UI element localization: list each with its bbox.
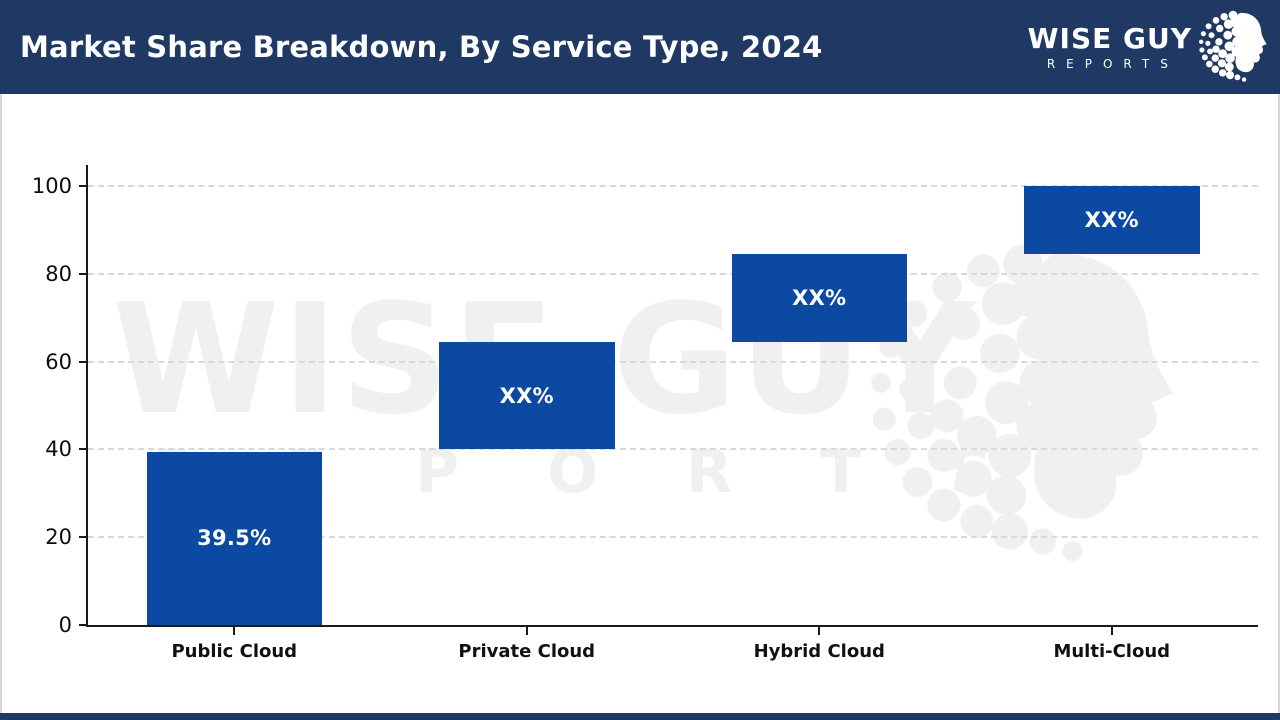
category-label: Hybrid Cloud — [753, 641, 885, 662]
bar-private-cloud: XX% — [439, 341, 615, 450]
gridline-100 — [88, 185, 1258, 187]
y-axis-tick-label: 0 — [58, 613, 72, 637]
wiseguy-face-icon — [1198, 10, 1267, 82]
gridline-20 — [88, 536, 1258, 539]
x-axis-line — [86, 625, 1258, 627]
gridline-60 — [88, 360, 1258, 363]
y-axis-tick-mark — [79, 185, 87, 187]
gridline-80 — [88, 272, 1258, 275]
y-axis-tick-label: 60 — [45, 349, 72, 374]
bar-value-label: XX% — [499, 383, 554, 408]
brand-logo: WISE GUY REPORTS — [1028, 0, 1270, 94]
y-axis-tick-label: 100 — [31, 174, 72, 198]
category-label: Multi-Cloud — [1053, 641, 1171, 662]
gridline-40 — [88, 448, 1258, 451]
y-axis-line — [86, 165, 88, 627]
y-axis-tick-label: 80 — [45, 261, 72, 286]
x-axis-tick-mark — [233, 627, 236, 635]
bar-public-cloud: 39.5% — [146, 451, 322, 625]
y-axis-tick-mark — [79, 448, 87, 451]
category-label: Public Cloud — [171, 641, 298, 662]
brand-subtitle: REPORTS — [1046, 56, 1179, 71]
y-axis-tick-label: 20 — [45, 525, 72, 550]
x-axis-tick-mark — [525, 627, 528, 635]
header-bar: Market Share Breakdown, By Service Type,… — [0, 0, 1280, 94]
bar-value-label: 39.5% — [197, 526, 272, 551]
footer-bar — [0, 713, 1280, 720]
bar-multi-cloud: XX% — [1024, 186, 1200, 255]
page-title: Market Share Breakdown, By Service Type,… — [20, 30, 823, 64]
bar-value-label: XX% — [1084, 208, 1139, 233]
y-axis-tick-label: 40 — [45, 437, 72, 462]
brand-logo-text: WISE GUY REPORTS — [1027, 21, 1192, 71]
x-axis-tick-mark — [1110, 627, 1113, 635]
bar-hybrid-cloud: XX% — [731, 254, 907, 342]
brand-name: WISE GUY — [1027, 21, 1192, 55]
y-axis-tick-mark — [79, 536, 87, 539]
y-axis-tick-mark — [79, 272, 87, 275]
x-axis-tick-mark — [818, 627, 821, 635]
category-label: Private Cloud — [458, 641, 596, 662]
y-axis-tick-mark — [79, 360, 87, 363]
y-axis-tick-mark — [79, 624, 87, 626]
bar-value-label: XX% — [792, 285, 847, 310]
